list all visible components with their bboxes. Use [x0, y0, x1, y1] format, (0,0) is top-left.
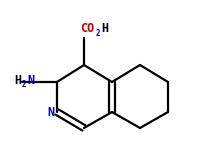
Text: H: H	[101, 22, 108, 35]
Text: 2: 2	[96, 29, 101, 38]
Text: N: N	[27, 75, 34, 88]
Text: CO: CO	[80, 22, 94, 35]
Text: 2: 2	[22, 80, 27, 89]
Text: H: H	[14, 75, 21, 88]
Text: N: N	[48, 106, 55, 119]
